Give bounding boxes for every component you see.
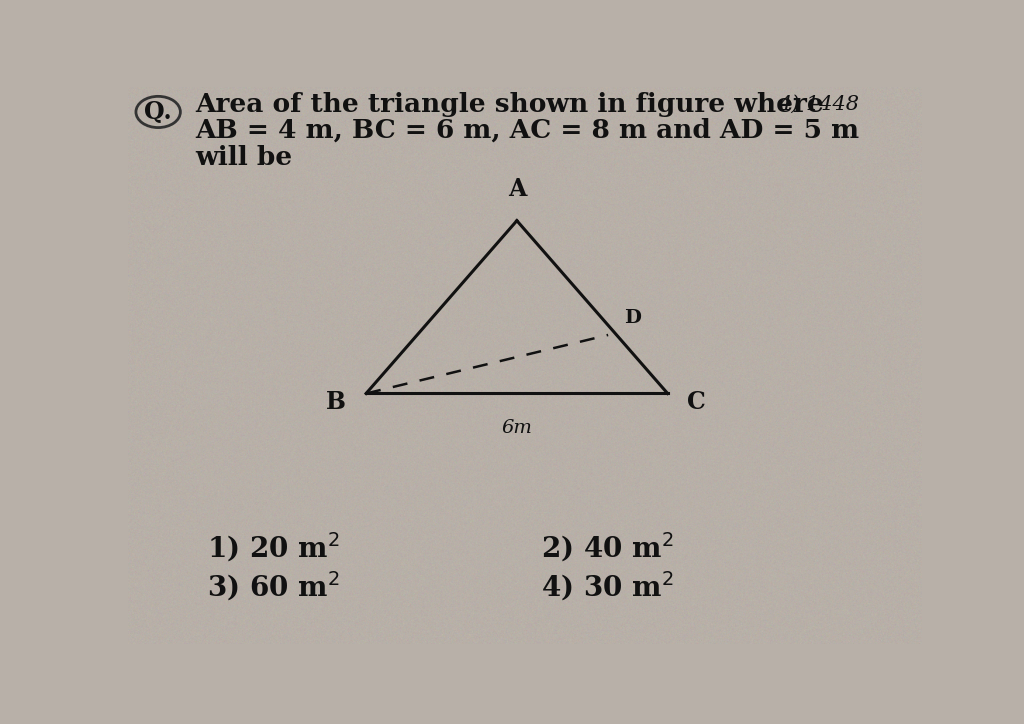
Text: 3) 60 m$^{2}$: 3) 60 m$^{2}$: [207, 569, 340, 602]
Text: 6m: 6m: [502, 418, 532, 437]
Text: Q.: Q.: [144, 100, 172, 124]
Text: AB = 4 m, BC = 6 m, AC = 8 m and AD = 5 m: AB = 4 m, BC = 6 m, AC = 8 m and AD = 5 …: [196, 117, 859, 143]
Text: will be: will be: [196, 146, 293, 170]
Text: A: A: [508, 177, 526, 201]
Text: Area of the triangle shown in figure where: Area of the triangle shown in figure whe…: [196, 93, 824, 117]
Text: C: C: [687, 390, 707, 414]
Text: D: D: [624, 308, 641, 327]
Text: 1) 20 m$^{2}$: 1) 20 m$^{2}$: [207, 530, 340, 563]
Text: 4) 30 m$^{2}$: 4) 30 m$^{2}$: [541, 569, 673, 602]
Text: B: B: [327, 390, 346, 414]
Text: 2) 40 m$^{2}$: 2) 40 m$^{2}$: [541, 530, 673, 563]
Text: 4) 1448: 4) 1448: [778, 96, 859, 114]
